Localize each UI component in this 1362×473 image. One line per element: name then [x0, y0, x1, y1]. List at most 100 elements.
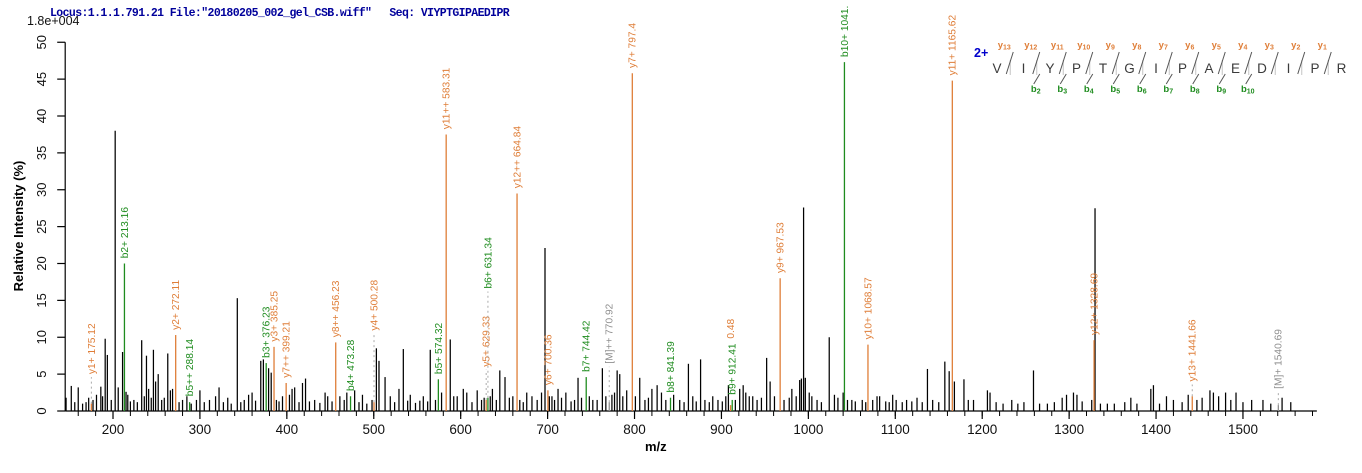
- peak-annotation-label: b3+ 376.23: [262, 306, 273, 358]
- y-fragment-mark: [1323, 51, 1332, 75]
- x-tick-label: 900: [710, 422, 733, 437]
- ion-label: b8: [1190, 84, 1200, 96]
- peak-annotation-label: b4+ 473.28: [346, 339, 357, 391]
- ion-label: y2: [1291, 40, 1300, 52]
- y-tick-label: 20: [34, 256, 49, 270]
- b-fragment-mark: [1165, 73, 1173, 85]
- b-fragment-mark: [1033, 73, 1041, 85]
- y-fragment-mark: [1164, 51, 1173, 75]
- peak-annotation-label: b9+ 912.41: [728, 343, 739, 395]
- x-tick-label: 500: [363, 422, 386, 437]
- peak-annotation-label: y12++ 664.84: [512, 126, 523, 189]
- y-tick-label: 0: [34, 407, 49, 414]
- peak-annotation-label: y5+ 629.33: [482, 316, 493, 367]
- peak-annotation-label: 0.48: [726, 319, 737, 339]
- y-fragment-mark: [1191, 51, 1200, 75]
- peak-annotation-label: y7+ 797.4: [628, 23, 639, 68]
- ion-label: y12: [1024, 40, 1037, 52]
- b-fragment-mark: [1139, 73, 1147, 85]
- y-fragment-mark: [1244, 51, 1253, 75]
- ion-label: y1: [1318, 40, 1327, 52]
- peak-annotation-label: y8++ 456.23: [331, 280, 342, 337]
- x-tick-label: 200: [102, 422, 125, 437]
- residue-letter: E: [1231, 61, 1240, 76]
- y-tick-label: 30: [34, 183, 49, 197]
- x-tick-label: 1200: [967, 422, 997, 437]
- ion-label: b2: [1031, 84, 1041, 96]
- ion-label: y6: [1185, 40, 1194, 52]
- peak-annotation-label: y2+ 272.11: [171, 280, 182, 330]
- x-tick-label: 1500: [1228, 422, 1258, 437]
- residue-letter: I: [1154, 61, 1158, 76]
- y-fragment-mark: [1085, 51, 1094, 75]
- ion-label: b6: [1137, 84, 1147, 96]
- peak-annotation-label: y3+ 385.25: [269, 291, 280, 342]
- y-fragment-mark: [1058, 51, 1067, 75]
- peak-annotation-label: b5+ 574.32: [434, 322, 445, 374]
- b-fragment-mark: [1192, 73, 1200, 85]
- y-fragment-mark: [1138, 51, 1147, 75]
- peak-annotation-label: y13+ 1441.66: [1188, 319, 1199, 381]
- ion-label: y13: [998, 40, 1011, 52]
- y-fragment-mark: [1111, 51, 1120, 75]
- residue-letter: D: [1257, 61, 1267, 76]
- ion-label: b9: [1216, 84, 1226, 96]
- residue-letter: V: [992, 61, 1001, 76]
- residue-letter: G: [1124, 61, 1135, 76]
- peak-annotation-label: [M]++ 770.92: [605, 303, 616, 363]
- y-fragment-mark: [1217, 51, 1226, 75]
- y-tick-label: 5: [34, 371, 49, 378]
- residue-letter: R: [1337, 61, 1347, 76]
- b-fragment-mark: [1245, 73, 1253, 85]
- precursor-charge-label: 2+: [974, 46, 988, 60]
- y-tick-label: 10: [34, 330, 49, 344]
- y-fragment-mark: [1297, 51, 1306, 75]
- ion-label: b4: [1084, 84, 1094, 96]
- y-fragment-mark: [1005, 51, 1014, 75]
- peak-annotation-label: y11++ 583.31: [442, 67, 453, 129]
- residue-letter: P: [1072, 61, 1081, 76]
- peak-annotation-label: y11+ 1165.62: [948, 15, 959, 76]
- x-tick-label: 1100: [881, 422, 910, 437]
- peak-annotation-label: y9+ 967.53: [776, 222, 787, 273]
- x-tick-label: 600: [449, 422, 472, 437]
- peaks: [65, 130, 1292, 411]
- ion-label: y9: [1106, 40, 1115, 52]
- peak-annotation-label: b2+ 213.16: [120, 207, 131, 259]
- ion-label: b10: [1241, 84, 1255, 96]
- peak-annotation-label: b8+ 841.39: [666, 341, 677, 393]
- peak-annotation-label: b10+ 1041.: [840, 6, 851, 57]
- ion-label: b3: [1057, 84, 1067, 96]
- residue-letter: P: [1178, 61, 1187, 76]
- peak-annotation-label: b7+ 744.42: [582, 320, 593, 372]
- x-axis-title: m/z: [645, 439, 667, 454]
- peak-annotation-label: y10+ 1068.57: [863, 277, 874, 339]
- ion-label: y3: [1265, 40, 1274, 52]
- x-tick-label: 1400: [1141, 422, 1171, 437]
- y-tick-label: 35: [34, 146, 49, 160]
- ion-label: b5: [1110, 84, 1120, 96]
- x-tick-label: 700: [536, 422, 559, 437]
- sequence-label: Seq: VIYPTGIPAEDIPR: [389, 7, 510, 20]
- ion-label: y7: [1159, 40, 1168, 52]
- file-header: Locus:1.1.1.791.21 File:"20180205_002_ge…: [50, 7, 510, 20]
- x-tick-label: 300: [189, 422, 212, 437]
- residue-letter: Y: [1045, 61, 1054, 76]
- peak-annotation-label: y1+ 175.12: [87, 323, 98, 374]
- y-fragment-mark: [1032, 51, 1041, 75]
- residue-letter: I: [1022, 61, 1026, 76]
- locus-file-label: Locus:1.1.1.791.21 File:"20180205_002_ge…: [50, 7, 372, 20]
- peak-annotation-label: b6+ 631.34: [483, 237, 494, 289]
- peak-annotation-label: y6+ 700.36: [543, 334, 554, 385]
- peak-annotation-label: [M]+ 1540.69: [1274, 329, 1285, 389]
- residue-letter: A: [1204, 61, 1213, 76]
- ion-label: y5: [1212, 40, 1221, 52]
- y-tick-label: 40: [34, 109, 49, 123]
- y-fragment-mark: [1270, 51, 1279, 75]
- residue-letter: I: [1287, 61, 1291, 76]
- y-tick-label: 15: [34, 293, 49, 307]
- x-tick-label: 800: [623, 422, 646, 437]
